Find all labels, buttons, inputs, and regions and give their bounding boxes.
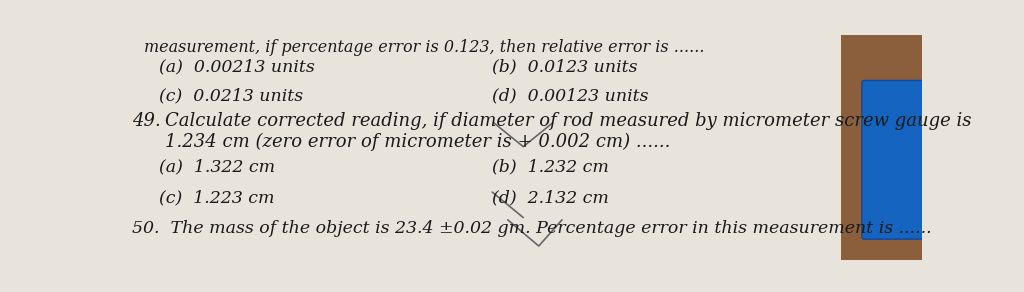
Text: 1.234 cm (zero error of micrometer is + 0.002 cm) ......: 1.234 cm (zero error of micrometer is + … bbox=[165, 133, 671, 151]
Text: (d)  0.00123 units: (d) 0.00123 units bbox=[493, 87, 649, 105]
Text: 50.  The mass of the object is 23.4 ±0.02 gm. Percentage error in this measureme: 50. The mass of the object is 23.4 ±0.02… bbox=[132, 220, 932, 237]
Text: 49.: 49. bbox=[132, 112, 161, 130]
FancyBboxPatch shape bbox=[862, 81, 924, 239]
Text: (c)  0.0213 units: (c) 0.0213 units bbox=[159, 87, 303, 105]
Text: (b)  1.232 cm: (b) 1.232 cm bbox=[493, 158, 609, 175]
Text: (a)  1.322 cm: (a) 1.322 cm bbox=[159, 158, 275, 175]
Bar bbox=[128, 35, 834, 260]
Text: (a)  0.00213 units: (a) 0.00213 units bbox=[159, 58, 314, 75]
Text: measurement, if percentage error is 0.123, then relative error is ......: measurement, if percentage error is 0.12… bbox=[143, 39, 705, 56]
Text: (c)  1.223 cm: (c) 1.223 cm bbox=[159, 189, 274, 206]
Text: (b)  0.0123 units: (b) 0.0123 units bbox=[493, 58, 638, 75]
Text: Calculate corrected reading, if diameter of rod measured by micrometer screw gau: Calculate corrected reading, if diameter… bbox=[165, 112, 972, 130]
Text: (d)  2.132 cm: (d) 2.132 cm bbox=[493, 189, 609, 206]
Bar bbox=[841, 35, 922, 260]
